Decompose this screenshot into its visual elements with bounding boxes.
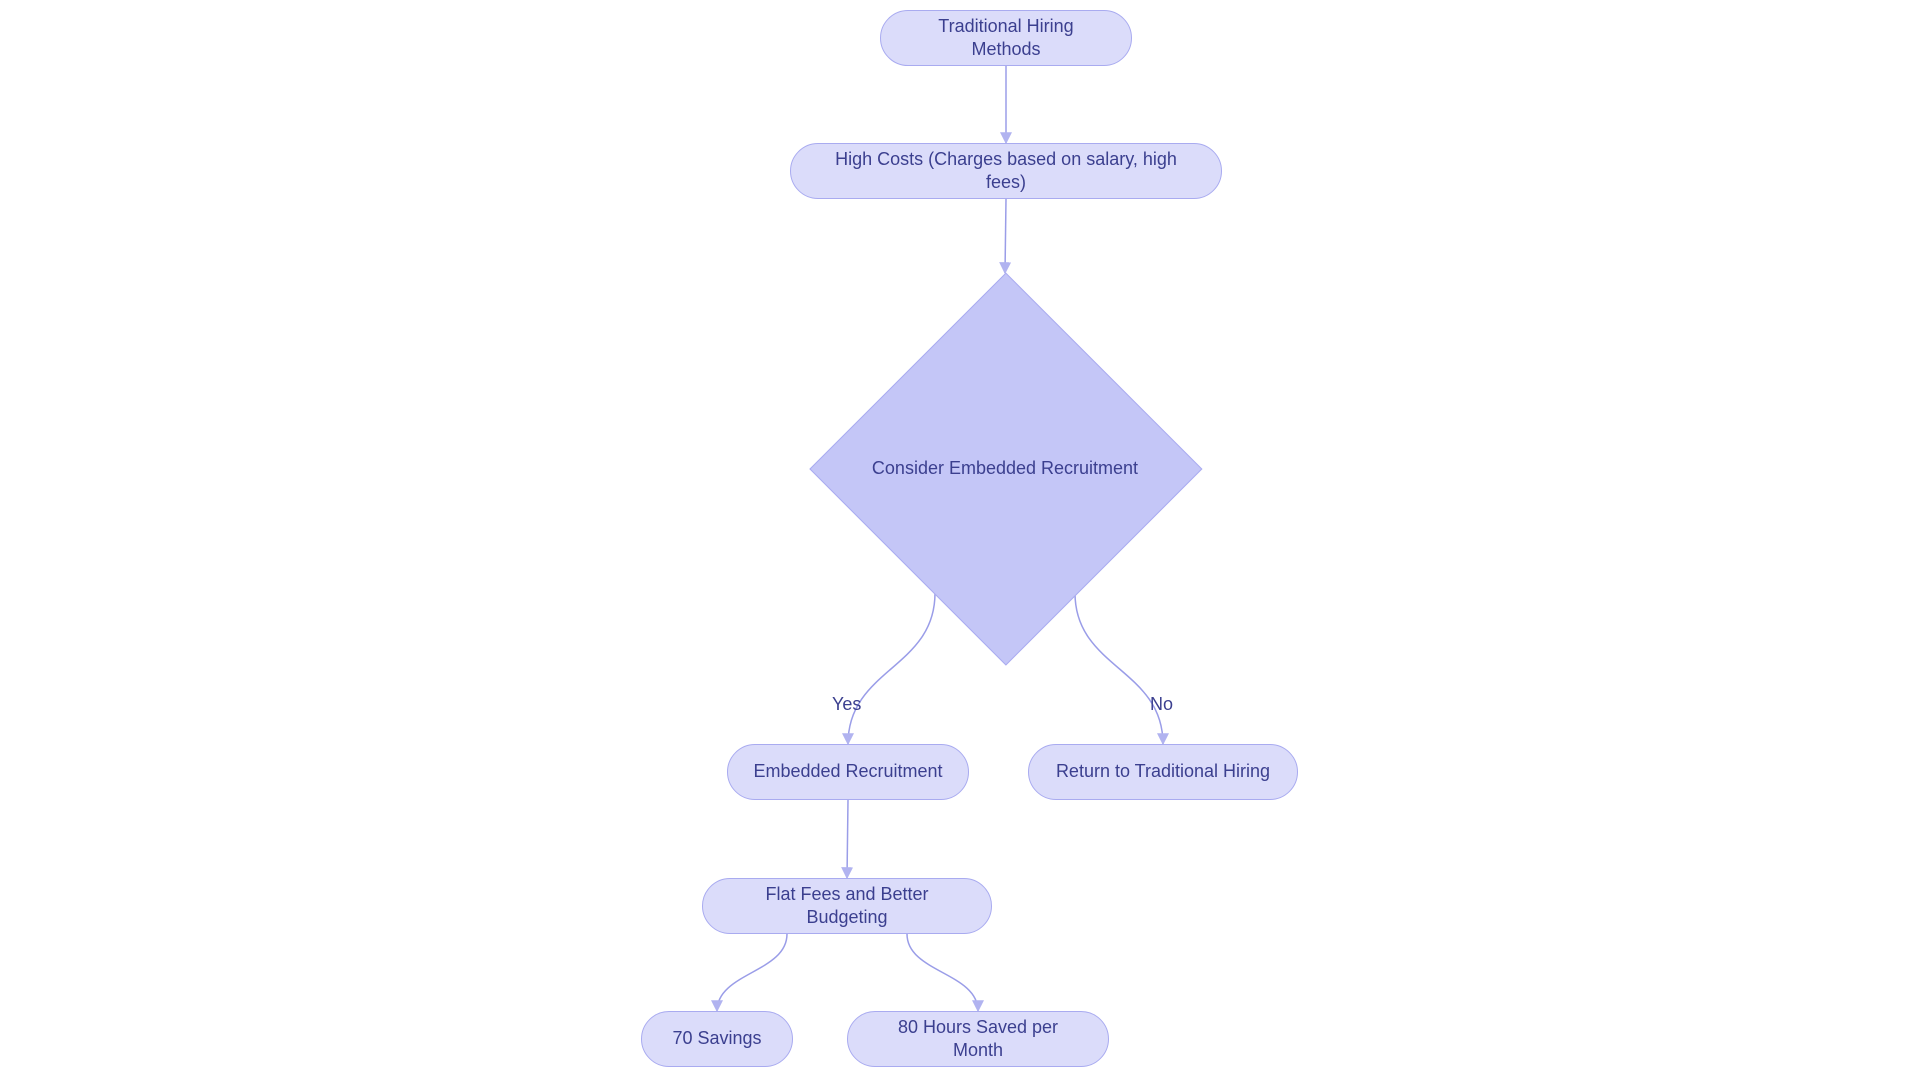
node-label: Return to Traditional Hiring <box>1056 760 1270 783</box>
node-80-hours: 80 Hours Saved per Month <box>847 1011 1109 1067</box>
node-label: Traditional Hiring Methods <box>905 15 1107 62</box>
node-decision-embedded: Consider Embedded Recruitment <box>810 273 1200 663</box>
node-traditional-hiring: Traditional Hiring Methods <box>880 10 1132 66</box>
node-flat-fees: Flat Fees and Better Budgeting <box>702 878 992 934</box>
flowchart-canvas: Traditional Hiring Methods High Costs (C… <box>0 0 1920 1083</box>
node-label: Consider Embedded Recruitment <box>872 458 1138 479</box>
edge-label-yes: Yes <box>832 694 861 715</box>
node-label: High Costs (Charges based on salary, hig… <box>815 148 1197 195</box>
node-70-savings: 70 Savings <box>641 1011 793 1067</box>
node-label: Flat Fees and Better Budgeting <box>727 883 967 930</box>
node-label: Embedded Recruitment <box>753 760 942 783</box>
edge-label-no: No <box>1150 694 1173 715</box>
node-label: 80 Hours Saved per Month <box>872 1016 1084 1063</box>
node-label: 70 Savings <box>672 1027 761 1050</box>
node-return-traditional: Return to Traditional Hiring <box>1028 744 1298 800</box>
node-embedded-recruitment: Embedded Recruitment <box>727 744 969 800</box>
node-high-costs: High Costs (Charges based on salary, hig… <box>790 143 1222 199</box>
